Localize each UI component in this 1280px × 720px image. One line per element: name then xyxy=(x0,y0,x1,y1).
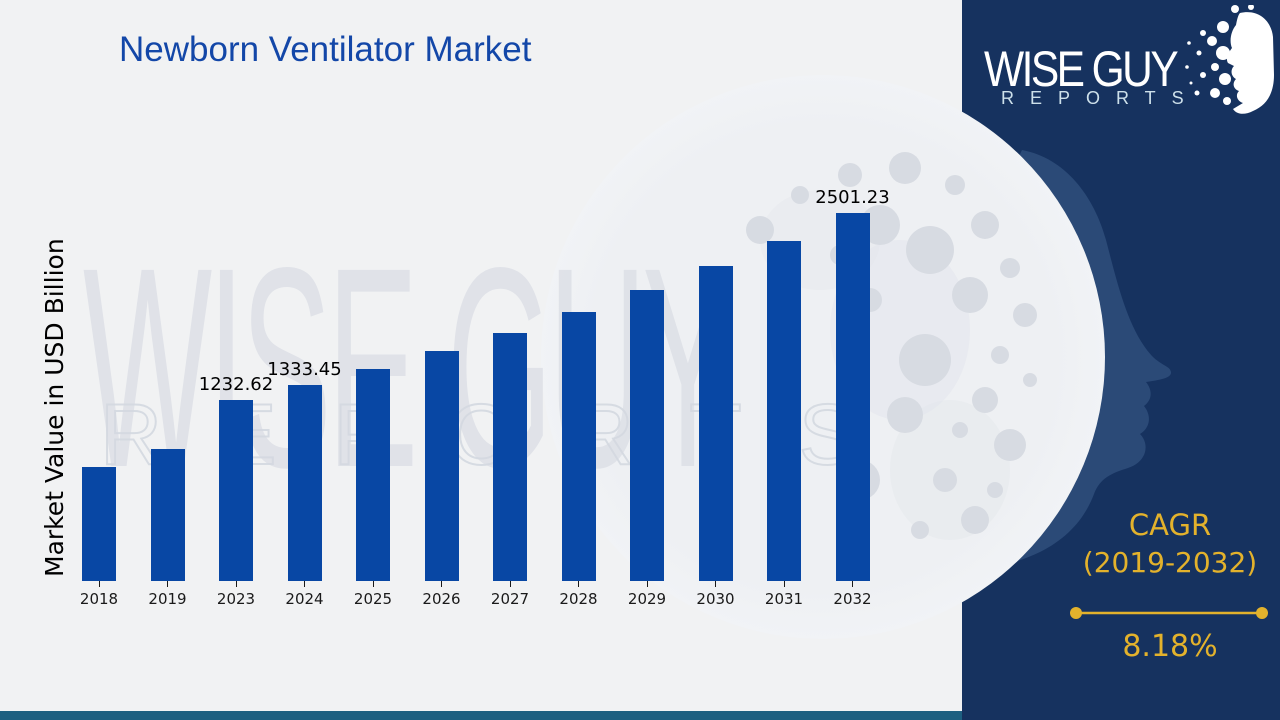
x-axis-label: 2027 xyxy=(490,590,530,608)
cagr-range: (2019-2032) xyxy=(1082,546,1258,579)
bar-value-label: 1333.45 xyxy=(267,359,342,380)
x-axis-label: 2018 xyxy=(79,590,119,608)
chart-bar-2019 xyxy=(150,449,185,581)
x-axis-label: 2025 xyxy=(353,590,393,608)
x-axis-label: 2030 xyxy=(696,590,735,608)
x-axis-label: 2019 xyxy=(148,590,187,608)
bottom-teal-strip xyxy=(0,711,962,720)
cagr-underline xyxy=(1070,607,1268,619)
x-axis-tick xyxy=(578,581,579,587)
cagr-label: CAGR xyxy=(1128,508,1212,542)
x-axis-tick xyxy=(98,581,100,587)
chart-bar-2018 xyxy=(82,467,116,581)
x-axis-label: 2024 xyxy=(285,590,324,608)
chart-bar-2032 xyxy=(835,213,870,581)
x-axis-tick xyxy=(783,581,785,587)
chart-bar-2030 xyxy=(698,266,733,581)
logo-face-icon xyxy=(1185,5,1274,114)
x-axis-label: 2029 xyxy=(627,590,667,608)
chart-bar-2031 xyxy=(767,241,801,581)
chart-bar-2027 xyxy=(493,333,527,581)
chart-bar-2026 xyxy=(424,351,459,581)
page-title: Newborn Ventilator Market xyxy=(119,30,532,69)
x-axis-tick xyxy=(235,581,237,587)
chart-bar-2024 xyxy=(287,385,322,581)
chart-bar-2025 xyxy=(356,369,390,581)
x-axis-tick xyxy=(441,581,442,587)
cagr-value: 8.18% xyxy=(1122,629,1218,664)
x-axis-tick xyxy=(167,581,168,587)
chart-bar-2029 xyxy=(630,290,664,581)
x-axis-tick xyxy=(715,581,716,587)
x-axis-label: 2032 xyxy=(833,590,872,608)
logo-subtitle: REPORTS xyxy=(1001,88,1200,108)
bar-value-label: 2501.23 xyxy=(815,187,890,208)
watermark-wiseguy-text: WISE GUY xyxy=(83,209,733,527)
x-axis-label: 2026 xyxy=(422,590,461,608)
x-axis-label: 2023 xyxy=(216,590,256,608)
chart-bar-2023 xyxy=(219,400,253,581)
x-axis-tick xyxy=(509,581,511,587)
bar-value-label: 1232.62 xyxy=(198,374,274,395)
x-axis-tick xyxy=(372,581,374,587)
x-axis-label: 2031 xyxy=(764,590,804,608)
x-axis-tick xyxy=(646,581,648,587)
chart-bar-2028 xyxy=(561,312,596,581)
x-axis-tick xyxy=(304,581,305,587)
logo-wordmark: WISE GUY xyxy=(984,41,1179,97)
x-axis-tick xyxy=(852,581,853,587)
x-axis-label: 2028 xyxy=(559,590,598,608)
